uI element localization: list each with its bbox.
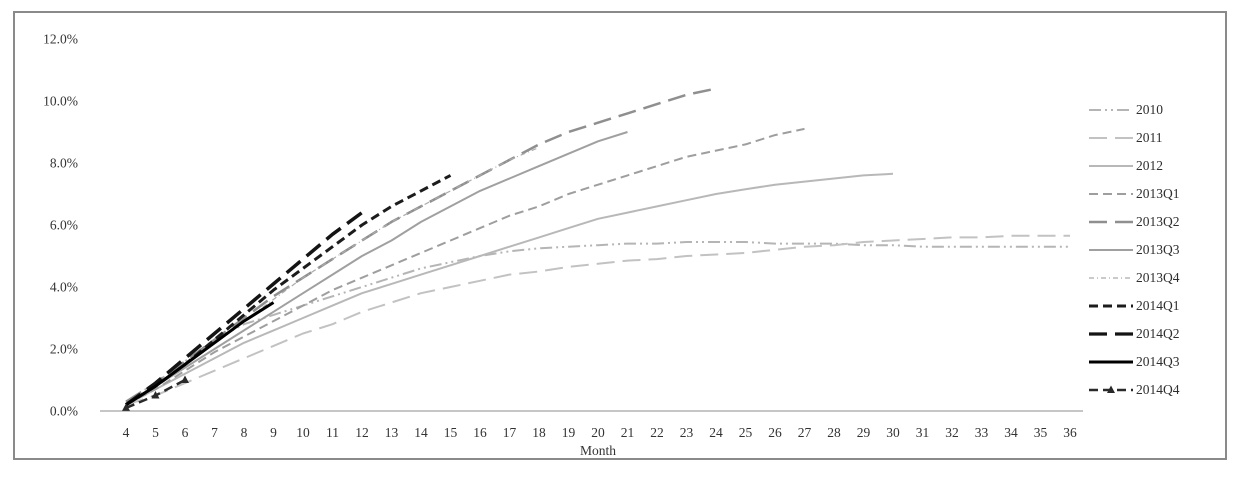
legend-item-2014Q4: 2014Q4 <box>1088 381 1180 399</box>
legend-line-sample-2010 <box>1089 109 1133 111</box>
legend-line-sample-2012 <box>1089 165 1133 167</box>
legend-line-sample-2014Q1 <box>1089 304 1133 308</box>
legend-line-sample-2014Q3 <box>1089 360 1133 364</box>
legend-label: 2010 <box>1136 102 1163 117</box>
legend-item-2012: 2012 <box>1088 157 1180 175</box>
legend-line-sample-2013Q1 <box>1089 193 1133 195</box>
legend-label: 2013Q3 <box>1136 242 1180 257</box>
legend-item-2013Q2: 2013Q2 <box>1088 213 1180 231</box>
legend-label: 2014Q2 <box>1136 326 1180 341</box>
legend-label: 2012 <box>1136 158 1163 173</box>
legend-line-sample-2014Q4 <box>1089 385 1133 393</box>
legend: 2010 2011 2012 2013Q1 2013Q2 2013Q3 2013Q4 2014… <box>1088 101 1180 409</box>
figure-border <box>13 11 1227 460</box>
legend-item-2010: 2010 <box>1088 101 1180 119</box>
legend-label: 2013Q1 <box>1136 186 1180 201</box>
legend-item-2011: 2011 <box>1088 129 1180 147</box>
legend-line-sample-2014Q2 <box>1089 332 1133 336</box>
legend-item-2013Q1: 2013Q1 <box>1088 185 1180 203</box>
legend-line-sample-2013Q2 <box>1089 220 1133 224</box>
legend-triangle-marker-icon <box>1107 385 1115 393</box>
legend-label: 2013Q4 <box>1136 270 1180 285</box>
legend-label: 2014Q1 <box>1136 298 1180 313</box>
legend-label: 2013Q2 <box>1136 214 1180 229</box>
legend-item-2013Q3: 2013Q3 <box>1088 241 1180 259</box>
legend-label: 2014Q4 <box>1136 382 1180 397</box>
legend-line-sample-2013Q4 <box>1089 277 1133 279</box>
legend-item-2014Q1: 2014Q1 <box>1088 297 1180 315</box>
legend-line-sample-2013Q3 <box>1089 249 1133 251</box>
legend-label: 2011 <box>1136 130 1163 145</box>
legend-line-sample-2011 <box>1089 137 1133 139</box>
legend-item-2013Q4: 2013Q4 <box>1088 269 1180 287</box>
legend-item-2014Q2: 2014Q2 <box>1088 325 1180 343</box>
legend-label: 2014Q3 <box>1136 354 1180 369</box>
legend-item-2014Q3: 2014Q3 <box>1088 353 1180 371</box>
